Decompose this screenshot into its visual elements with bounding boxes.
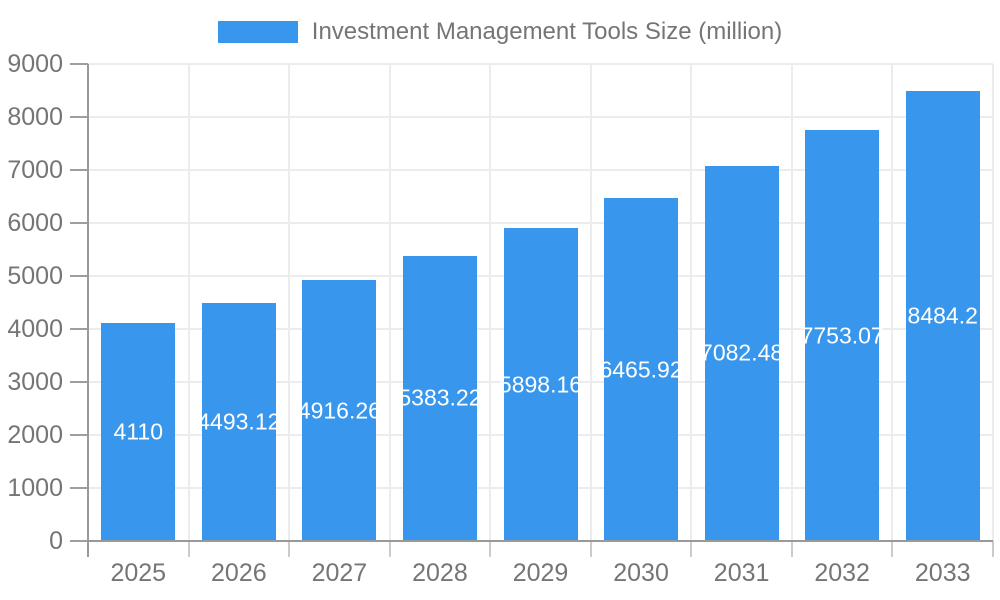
y-tick-label: 5000 — [7, 262, 63, 290]
x-tick-label-2025: 2025 — [110, 559, 167, 587]
bar-2029[interactable] — [503, 228, 578, 541]
x-tick-label-2029: 2029 — [512, 559, 569, 587]
v-gridline — [790, 64, 793, 541]
x-tick-label-2026: 2026 — [211, 559, 267, 587]
v-gridline — [187, 64, 190, 541]
x-axis-tick — [187, 541, 190, 557]
bar-2030[interactable] — [604, 198, 679, 541]
y-axis-tick — [70, 540, 88, 542]
y-tick-label: 3000 — [7, 368, 63, 396]
x-tick-label-2032: 2032 — [814, 559, 870, 587]
legend[interactable]: Investment Management Tools Size (millio… — [0, 18, 1000, 46]
y-tick-label: 8000 — [7, 103, 63, 131]
h-gridline — [88, 222, 993, 224]
y-axis-line — [87, 64, 89, 557]
y-axis-tick — [70, 63, 88, 65]
y-axis-tick — [70, 381, 88, 383]
y-axis-tick — [70, 328, 88, 330]
bar-2031[interactable] — [704, 165, 779, 541]
h-gridline — [88, 169, 993, 171]
y-tick-label: 9000 — [7, 50, 63, 78]
bar-2032[interactable] — [805, 130, 880, 541]
v-gridline — [489, 64, 492, 541]
x-tick-label-2028: 2028 — [412, 559, 468, 587]
y-axis-tick — [70, 275, 88, 277]
x-axis-tick — [992, 541, 994, 557]
bar-2028[interactable] — [402, 255, 477, 541]
x-axis-tick — [891, 541, 894, 557]
x-tick-label-2030: 2030 — [613, 559, 669, 587]
legend-label: Investment Management Tools Size (millio… — [311, 18, 783, 45]
x-tick-label-2033: 2033 — [914, 559, 971, 587]
y-tick-label: 4000 — [7, 315, 63, 343]
x-axis-tick — [589, 541, 592, 557]
v-gridline — [690, 64, 693, 541]
y-axis-tick — [70, 169, 88, 171]
h-gridline — [88, 116, 993, 118]
x-tick-label-2031: 2031 — [713, 559, 770, 587]
y-axis-tick — [70, 116, 88, 118]
y-tick-label: 2000 — [7, 421, 63, 449]
x-tick-label-2027: 2027 — [311, 559, 368, 587]
v-gridline — [288, 64, 291, 541]
y-axis-tick — [70, 222, 88, 224]
y-tick-label: 7000 — [7, 156, 63, 184]
bar-2033[interactable] — [905, 91, 980, 541]
y-axis-tick — [70, 434, 88, 436]
y-tick-label: 0 — [49, 527, 63, 555]
v-gridline — [388, 64, 391, 541]
v-gridline — [891, 64, 894, 541]
x-axis-line — [88, 540, 993, 542]
x-axis-tick — [288, 541, 291, 557]
v-gridline — [992, 64, 994, 541]
h-gridline — [88, 63, 993, 65]
y-tick-label: 6000 — [7, 209, 63, 237]
bar-2027[interactable] — [302, 280, 377, 541]
plot-area: 0 1000 2000 3000 4000 5000 6000 7000 8000 9000 411… — [7, 51, 994, 586]
y-axis-tick — [70, 487, 88, 489]
legend-swatch — [217, 21, 298, 43]
y-tick-label: 1000 — [7, 474, 63, 502]
v-gridline — [589, 64, 592, 541]
x-axis-tick — [388, 541, 391, 557]
x-axis-tick — [690, 541, 693, 557]
bar-2025[interactable] — [101, 323, 176, 541]
x-axis-tick — [489, 541, 492, 557]
bar-2026[interactable] — [201, 302, 276, 541]
x-axis-tick — [790, 541, 793, 557]
